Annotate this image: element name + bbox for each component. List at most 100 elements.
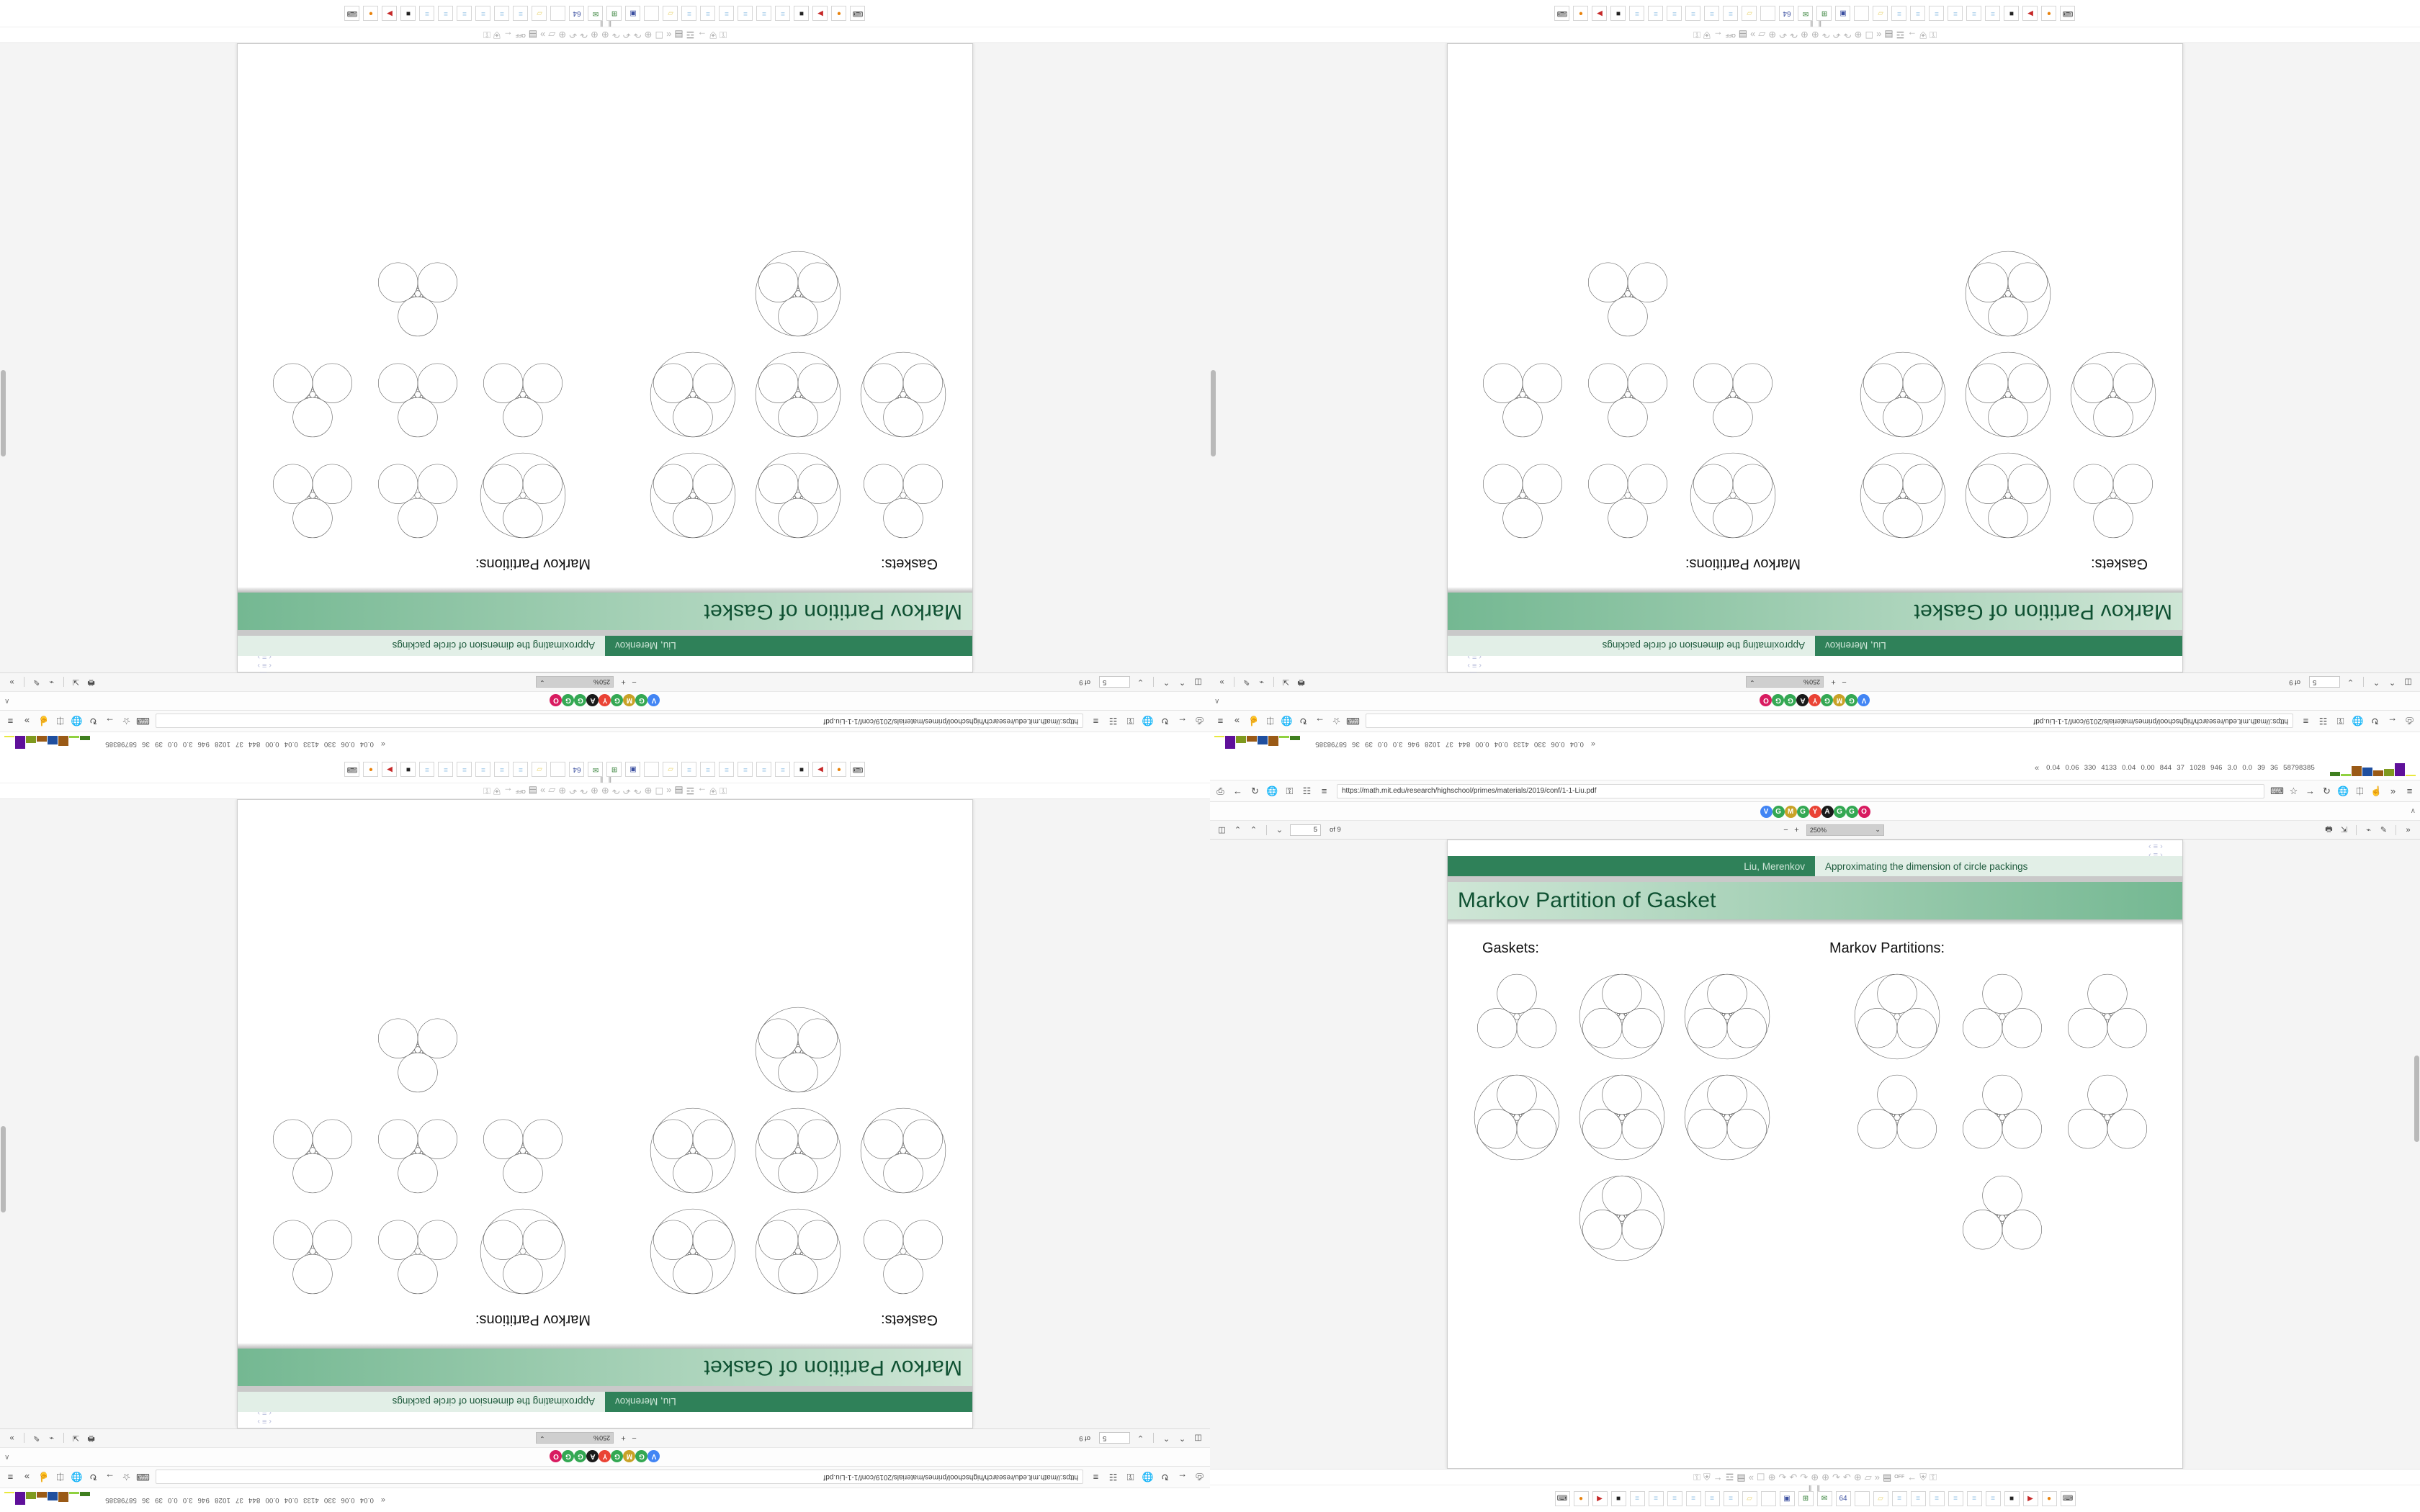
bookmark-star-icon[interactable]: ☆ — [122, 716, 131, 726]
taskbar-control-4[interactable]: ▤ — [1884, 30, 1894, 41]
app-menu-icon[interactable]: ≡ — [1217, 716, 1224, 726]
taskbar-control-21[interactable]: ⛨ — [493, 786, 501, 797]
url-bar[interactable]: https://math.mit.edu/research/highschool… — [156, 1470, 1083, 1485]
taskbar-control-13[interactable]: ↷ — [580, 30, 588, 41]
url-bar[interactable]: https://math.mit.edu/research/highschool… — [1337, 783, 2264, 798]
frame-nav[interactable]: ‹❐› — [2148, 840, 2171, 842]
subsection-nav[interactable]: ‹ ≡ › — [1459, 662, 1482, 670]
taskbar-control-11[interactable]: ⊕ — [601, 786, 609, 797]
taskbar-control-16[interactable]: ▱ — [548, 786, 556, 797]
frame-nav-left[interactable]: ‹ — [2148, 840, 2151, 842]
bookmark-item-3[interactable]: G — [1796, 806, 1809, 818]
new-tab-icon[interactable]: ⎙ — [1216, 786, 1224, 796]
chevron-up-icon[interactable]: ⌃ — [1250, 826, 1258, 834]
document-icon-7[interactable]: ≡ — [513, 762, 529, 777]
bookmark-item-8[interactable]: O — [550, 1450, 563, 1462]
url-bar[interactable]: https://math.mit.edu/research/highschool… — [156, 714, 1083, 729]
hamburger-menu-icon[interactable]: ≡ — [1093, 716, 1099, 726]
folder-icon-2[interactable]: ▱ — [532, 6, 547, 21]
shield-icon[interactable]: ⚿ — [2336, 716, 2344, 726]
media-player-icon[interactable]: ▶ — [812, 762, 828, 777]
bookmark-item-2[interactable]: M — [623, 1450, 636, 1462]
bookmark-item-0[interactable]: V — [647, 694, 660, 706]
taskbar-control-16[interactable]: ▱ — [1758, 30, 1766, 41]
taskbar-control-10[interactable]: ↷ — [1800, 1471, 1809, 1482]
double-chevron-right-icon[interactable]: » — [9, 678, 14, 687]
account-icon[interactable]: ⎅ — [1266, 716, 1274, 726]
subsection-nav-left[interactable]: ‹ — [269, 1417, 272, 1426]
document-icon-6[interactable]: ≡ — [681, 762, 697, 777]
frame-nav-left[interactable]: ‹ — [1479, 670, 1482, 672]
media-player-icon-2[interactable]: ▶ — [382, 6, 398, 21]
chevron-up-icon[interactable]: ∧ — [4, 697, 10, 705]
image-viewer-icon-2[interactable]: ■ — [2004, 1491, 2020, 1506]
reload-icon[interactable]: ↻ — [2371, 716, 2379, 726]
taskbar-control-5[interactable]: « — [1748, 1472, 1754, 1482]
taskbar-control-12[interactable]: ⊕ — [1800, 30, 1809, 41]
taskbar-control-20[interactable]: ← — [503, 30, 513, 40]
blank-icon[interactable] — [1854, 6, 1870, 21]
scrollbar-thumb[interactable] — [1, 1126, 6, 1212]
taskbar-control-17[interactable]: » — [1750, 30, 1756, 40]
chevron-up-icon[interactable]: ⌃ — [1162, 1434, 1170, 1442]
document-icon-1[interactable]: ≡ — [775, 762, 791, 777]
frame-nav[interactable]: ‹❐› — [1459, 670, 1482, 673]
reload-icon-2[interactable]: ↻ — [89, 716, 97, 726]
subsection-nav-right[interactable]: › — [257, 661, 260, 670]
image-viewer-icon[interactable]: ■ — [1610, 1491, 1626, 1506]
media-player-icon[interactable]: ▶ — [812, 6, 828, 21]
document-icon-3[interactable]: ≡ — [738, 6, 753, 21]
pdf-vertical-scrollbar[interactable] — [0, 43, 6, 672]
document-icon-8[interactable]: ≡ — [494, 6, 510, 21]
bookmark-item-0[interactable]: V — [647, 1450, 660, 1462]
taskbar-control-22[interactable]: ⚿ — [1693, 30, 1700, 41]
overflow-menu-icon[interactable]: » — [2390, 786, 2396, 796]
document-icon-8[interactable]: ≡ — [1910, 1491, 1926, 1506]
reader-mode-icon[interactable]: ☷ — [1302, 786, 1312, 796]
blank-icon[interactable] — [644, 6, 660, 21]
document-icon-6[interactable]: ≡ — [681, 6, 697, 21]
sysmon-collapse-icon[interactable]: « — [380, 739, 385, 749]
taskbar-control-3[interactable]: ☲ — [1896, 30, 1905, 41]
taskbar-control-12[interactable]: ⊕ — [590, 786, 599, 797]
back-arrow-icon[interactable]: ← — [1178, 1472, 1187, 1482]
document-icon-1[interactable]: ≡ — [1985, 6, 2001, 21]
text-cursor-icon[interactable]: ⌁ — [2366, 826, 2371, 834]
taskbar-control-3[interactable]: ☲ — [1725, 1471, 1734, 1482]
bookmark-item-5[interactable]: A — [586, 1450, 599, 1462]
zoom-select[interactable]: 250% ⌄ — [536, 1432, 614, 1444]
account-icon[interactable]: ⎅ — [56, 716, 64, 726]
document-icon-1[interactable]: ≡ — [775, 6, 791, 21]
container-tabs-icon[interactable]: 🌐 — [71, 716, 83, 726]
taskbar-control-9[interactable]: ↶ — [622, 786, 631, 797]
sysmon-collapse-icon[interactable]: « — [380, 1495, 385, 1505]
taskbar-control-1[interactable]: ⛨ — [1703, 1471, 1711, 1482]
overflow-menu-icon[interactable]: » — [24, 1472, 30, 1482]
overflow-menu-icon[interactable]: » — [24, 716, 30, 726]
account-icon[interactable]: ⎅ — [56, 1472, 64, 1482]
media-player-icon-2[interactable]: ▶ — [2022, 1491, 2038, 1506]
document-icon-12[interactable]: ≡ — [1985, 1491, 2001, 1506]
subsection-nav[interactable]: ‹ ≡ › — [249, 662, 272, 670]
taskbar-control-15[interactable]: ⊕ — [1768, 30, 1777, 41]
zoom-in-button[interactable]: + — [621, 1434, 626, 1443]
shield-icon[interactable]: ⚿ — [1126, 716, 1134, 726]
bookmark-item-2[interactable]: M — [1833, 694, 1846, 706]
bookmark-item-4[interactable]: Y — [1809, 694, 1821, 706]
taskbar-control-7[interactable]: ⊕ — [1854, 30, 1863, 41]
translate-icon[interactable]: ⌨ — [136, 716, 150, 726]
chevron-up-icon[interactable]: ⌃ — [1162, 678, 1170, 686]
document-icon-11[interactable]: ≡ — [438, 762, 454, 777]
taskbar-control-11[interactable]: ⊕ — [1811, 30, 1819, 41]
taskbar-control-17[interactable]: » — [540, 30, 546, 40]
bookmark-item-3[interactable]: G — [1821, 694, 1834, 706]
bookmark-item-4[interactable]: Y — [1809, 806, 1821, 818]
subsection-nav-left[interactable]: ‹ — [1479, 661, 1482, 670]
bookmark-item-6[interactable]: G — [1833, 806, 1846, 818]
taskbar-control-13[interactable]: ↷ — [1832, 1471, 1840, 1482]
chevron-up-icon[interactable]: ∧ — [4, 1453, 10, 1461]
pencil-icon[interactable]: ✎ — [32, 1434, 40, 1442]
floppy-icon[interactable]: ▣ — [1779, 1491, 1795, 1506]
pocket-icon[interactable]: ☝ — [37, 716, 50, 726]
taskbar-control-0[interactable]: ⚿ — [720, 30, 727, 41]
